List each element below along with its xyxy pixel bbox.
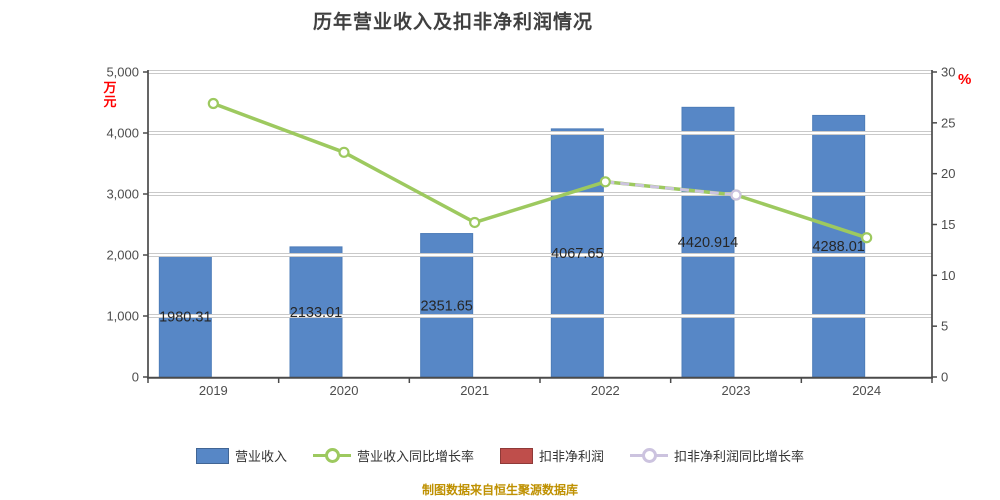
- bar-value-label: 4288.01: [812, 239, 864, 255]
- y-axis-left-tick-label: 3,000: [106, 187, 139, 202]
- bar-value-label: 1980.31: [159, 310, 211, 326]
- legend-label: 扣非净利润同比增长率: [674, 449, 805, 464]
- y-axis-left-tick-label: 1,000: [106, 309, 139, 324]
- legend-item-deducted-profit-growth: 扣非净利润同比增长率: [630, 446, 804, 465]
- y-axis-left-tick-label: 0: [132, 370, 139, 385]
- x-axis-year-label: 2024: [852, 383, 881, 398]
- legend-item-deducted-profit: 扣非净利润: [500, 446, 604, 465]
- bar-value-label: 4420.914: [678, 235, 738, 251]
- y-axis-left-tick-label: 5,000: [106, 65, 139, 80]
- legend-item-revenue: 营业收入: [195, 446, 287, 465]
- legend-bar-swatch: [195, 447, 229, 464]
- legend-item-revenue-growth: 营业收入同比增长率: [312, 446, 474, 465]
- growth-line-marker: [338, 146, 350, 158]
- profit-growth-line: [605, 180, 737, 197]
- x-axis-year-label: 2023: [722, 383, 751, 398]
- legend-line-marker-swatch: [630, 447, 669, 464]
- profit-growth-line-marker: [730, 189, 742, 201]
- y-axis-left-tick-label: 4,000: [106, 126, 139, 141]
- bar-value-label: 4067.65: [551, 246, 603, 262]
- x-axis-year-label: 2022: [591, 383, 620, 398]
- legend-line-marker-swatch: [312, 447, 351, 464]
- legend-label: 营业收入同比增长率: [356, 449, 474, 464]
- bar-value-label: 2351.65: [420, 298, 472, 314]
- growth-line-marker: [207, 97, 219, 110]
- growth-line-marker: [861, 232, 873, 244]
- y-axis-right-tick-label: 20: [941, 166, 955, 181]
- x-axis-year-label: 2021: [460, 383, 489, 398]
- left-axis-unit-label: 万: [102, 80, 116, 95]
- growth-line-marker: [469, 216, 481, 229]
- y-axis-right-tick-label: 15: [941, 217, 955, 232]
- y-axis-left-tick-label: 2,000: [106, 248, 139, 263]
- legend-bar-swatch: [500, 447, 533, 464]
- right-axis-unit-label: %: [958, 71, 971, 88]
- bar: [812, 114, 866, 378]
- x-axis-year-label: 2020: [330, 383, 359, 398]
- chart-legend: 营业收入 营业收入同比增长率 扣非净利润 扣非净利润同比增长率: [0, 446, 1000, 465]
- bar: [550, 128, 604, 378]
- revenue-growth-line: [211, 101, 869, 240]
- bar: [420, 233, 474, 378]
- legend-label: 扣非净利润: [539, 449, 605, 464]
- y-axis-right-tick-label: 5: [941, 319, 948, 334]
- bar: [681, 106, 735, 378]
- legend-label: 营业收入: [234, 449, 287, 464]
- x-axis-year-label: 2019: [199, 383, 228, 398]
- y-axis-right-tick-label: 25: [941, 115, 955, 130]
- bar-value-label: 2133.01: [290, 305, 342, 321]
- chart-title: 历年营业收入及扣非净利润情况: [312, 12, 593, 33]
- legend-marker-circle: [324, 448, 340, 463]
- y-axis-right-tick-label: 30: [941, 65, 955, 80]
- left-axis-unit-label: 元: [103, 94, 116, 109]
- growth-line-marker: [599, 176, 611, 188]
- y-axis-right-tick-label: 10: [941, 268, 955, 283]
- data-source-caption: 制图数据来自恒生聚源数据库: [421, 483, 578, 497]
- legend-marker-circle: [642, 448, 658, 463]
- y-axis-right-tick-label: 0: [941, 370, 948, 385]
